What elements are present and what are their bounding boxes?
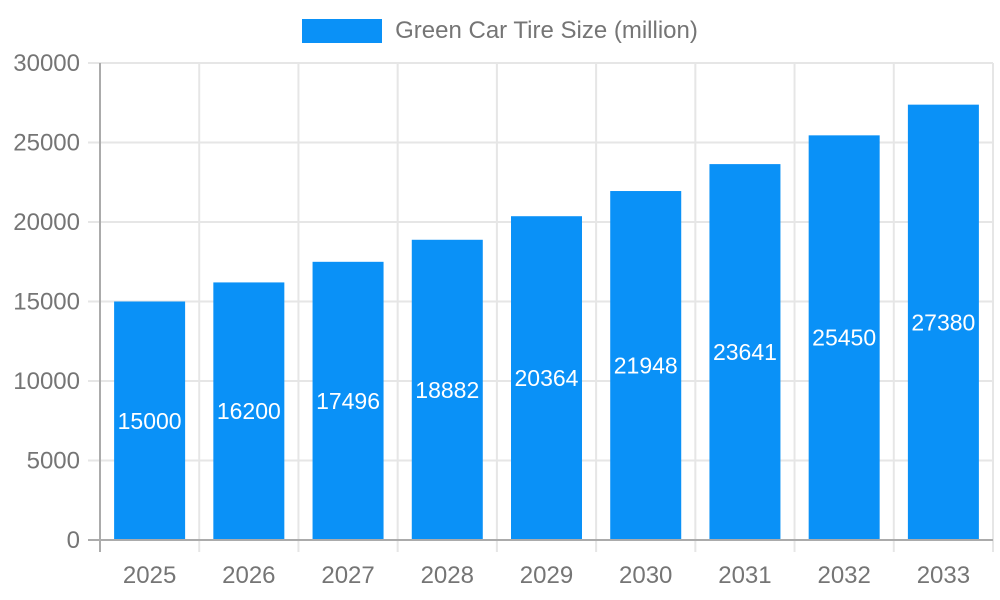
y-tick-label: 5000 (27, 448, 80, 475)
y-tick-label: 10000 (13, 368, 80, 395)
legend-label: Green Car Tire Size (million) (395, 17, 698, 44)
x-tick-label: 2028 (421, 562, 474, 589)
x-tick-label: 2026 (222, 562, 275, 589)
bar-2029[interactable] (511, 216, 582, 540)
x-tick-label: 2031 (718, 562, 771, 589)
bar-value-label: 27380 (911, 309, 975, 335)
bar-2025[interactable] (114, 301, 186, 541)
bar-value-label: 20364 (515, 365, 579, 391)
x-tick-label: 2027 (321, 562, 374, 589)
y-tick-label: 25000 (13, 130, 80, 157)
bar-2033[interactable] (907, 104, 979, 541)
bar-2031[interactable] (709, 164, 781, 540)
y-tick-label: 15000 (13, 289, 80, 316)
bar-value-label: 17496 (316, 388, 380, 414)
x-tick-label: 2030 (619, 562, 672, 589)
bar-2028[interactable] (411, 239, 483, 541)
legend-swatch (302, 19, 383, 43)
bar-2027[interactable] (312, 261, 384, 540)
x-tick-label: 2025 (123, 562, 176, 589)
y-tick-label: 20000 (13, 209, 80, 236)
bar-2030[interactable] (610, 191, 682, 540)
legend[interactable]: Green Car Tire Size (million) (0, 19, 1000, 43)
bar-2026[interactable] (213, 282, 285, 540)
bar-value-label: 18882 (415, 377, 479, 403)
bar-value-label: 21948 (614, 353, 678, 379)
x-tick-label: 2033 (917, 562, 970, 589)
bar-2032[interactable] (808, 135, 880, 540)
y-tick-label: 0 (67, 527, 80, 554)
x-tick-label: 2032 (817, 562, 870, 589)
x-tick-label: 2029 (520, 562, 573, 589)
bar-value-label: 15000 (118, 408, 182, 434)
y-tick-label: 30000 (13, 50, 80, 77)
bar-value-label: 16200 (217, 398, 281, 424)
bar-value-label: 25450 (812, 325, 876, 351)
bar-value-label: 23641 (713, 339, 777, 365)
